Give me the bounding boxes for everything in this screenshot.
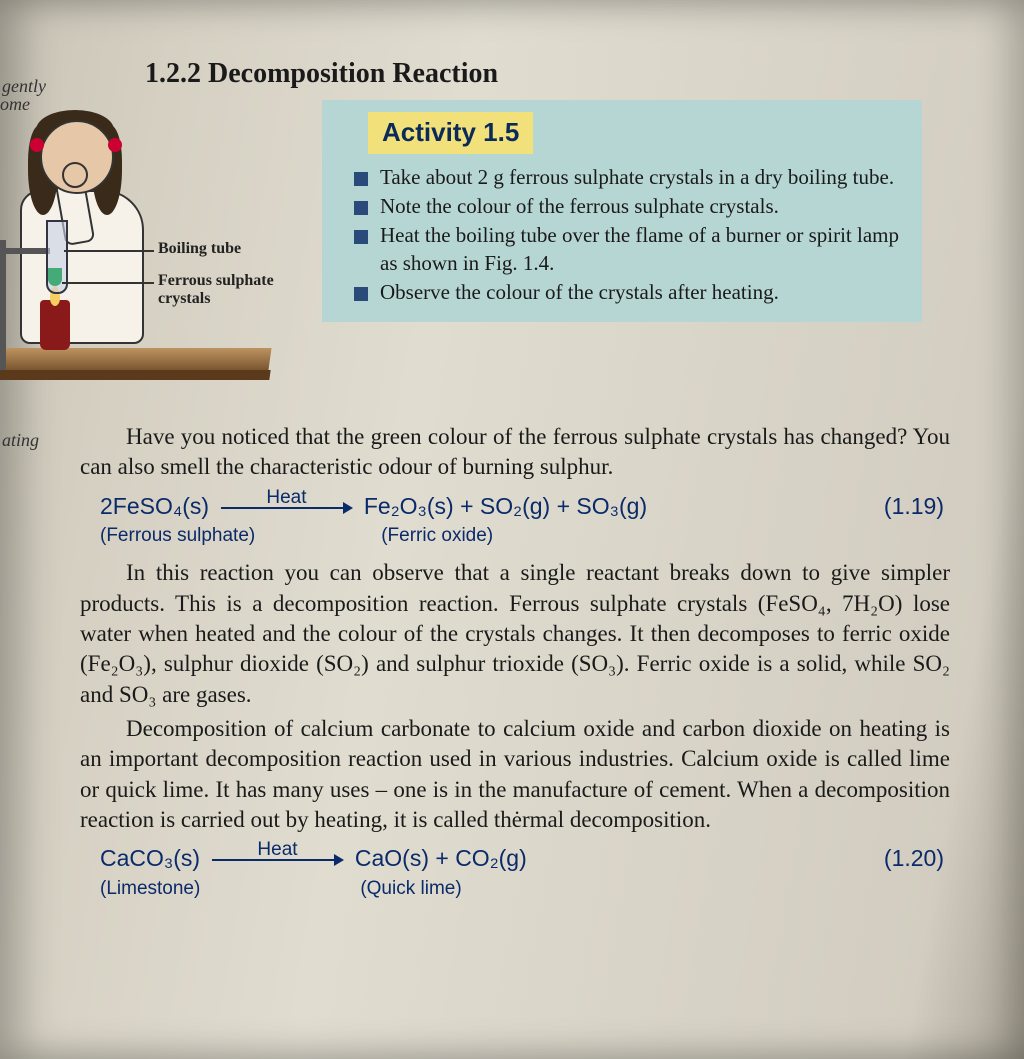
eq-lhs: 2FeSO₄(s) <box>100 493 209 519</box>
flower-icon <box>108 138 122 152</box>
arrow-label: Heat <box>212 837 342 862</box>
flower-icon <box>30 138 44 152</box>
body-text: Have you noticed that the green colour o… <box>80 422 950 911</box>
equation-2: CaCO₃(s) Heat CaO(s) + CO₂(g) (1.20) <box>100 843 950 873</box>
activity-title: Activity 1.5 <box>368 112 533 154</box>
reaction-arrow-icon: Heat <box>212 859 342 861</box>
desk-edge <box>0 370 271 380</box>
label-boiling-tube: Boiling tube <box>158 240 241 258</box>
leader-line <box>64 250 154 252</box>
eq-rhs: Fe₂O₃(s) + SO₂(g) + SO₃(g) <box>364 493 647 519</box>
equation-number: (1.20) <box>884 843 944 873</box>
stand <box>0 240 6 370</box>
activity-step: Note the colour of the ferrous sulphate … <box>380 193 900 220</box>
desk-shape <box>0 348 272 370</box>
paragraph: Decomposition of calcium carbonate to ca… <box>80 714 950 835</box>
experiment-illustration: Boiling tube Ferrous sulphate crystals <box>0 90 310 410</box>
section-heading: 1.2.2 Decomposition Reaction <box>145 58 498 90</box>
crystals <box>48 268 62 286</box>
margin-fragment: ating <box>2 430 39 451</box>
compound-name: (Quick lime) <box>360 876 461 901</box>
activity-step: Take about 2 g ferrous sulphate crystals… <box>380 164 900 191</box>
activity-list: Take about 2 g ferrous sulphate crystals… <box>380 164 900 306</box>
paragraph: In this reaction you can observe that a … <box>80 558 950 710</box>
burner <box>40 300 70 350</box>
activity-box: Activity 1.5 Take about 2 g ferrous sulp… <box>322 100 922 322</box>
arrow-label: Heat <box>221 485 351 510</box>
eq-rhs: CaO(s) + CO₂(g) <box>355 845 527 871</box>
clamp <box>6 248 50 254</box>
compound-name: (Ferrous sulphate) <box>100 523 255 548</box>
activity-step: Observe the colour of the crystals after… <box>380 279 900 306</box>
girl-hand <box>62 162 88 188</box>
reaction-arrow-icon: Heat <box>221 507 351 509</box>
paragraph: Have you noticed that the green colour o… <box>80 422 950 483</box>
equation-2-names: (Limestone) (Quick lime) <box>100 876 950 901</box>
eq-lhs: CaCO₃(s) <box>100 845 200 871</box>
leader-line <box>62 282 154 284</box>
label-ferrous-sulphate: Ferrous sulphate crystals <box>158 272 318 307</box>
activity-step: Heat the boiling tube over the flame of … <box>380 222 900 277</box>
textbook-page: gently ome ating 1.2.2 Decomposition Rea… <box>0 0 1024 1059</box>
equation-1: 2FeSO₄(s) Heat Fe₂O₃(s) + SO₂(g) + SO₃(g… <box>100 491 950 521</box>
equation-1-names: (Ferrous sulphate) (Ferric oxide) <box>100 523 950 548</box>
compound-name: (Limestone) <box>100 876 200 901</box>
equation-number: (1.19) <box>884 491 944 521</box>
compound-name: (Ferric oxide) <box>381 523 493 548</box>
